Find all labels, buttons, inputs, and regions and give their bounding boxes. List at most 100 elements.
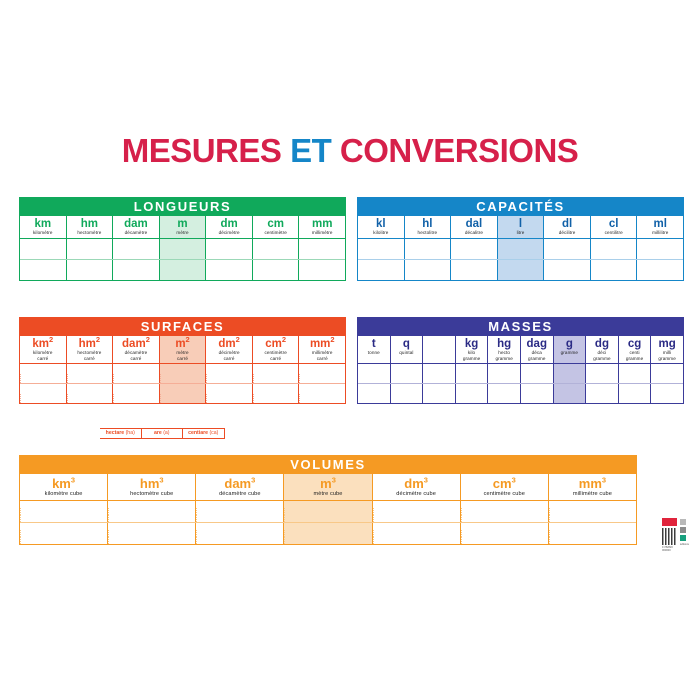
writing-cell[interactable]: [456, 364, 488, 383]
writing-cell[interactable]: [253, 239, 299, 259]
cell-group[interactable]: [158, 384, 206, 404]
writing-cell[interactable]: [373, 501, 460, 508]
writing-cell[interactable]: [252, 373, 299, 384]
writing-cell[interactable]: [196, 537, 283, 544]
cell-group[interactable]: [403, 259, 451, 280]
cell-group[interactable]: [20, 523, 107, 544]
writing-cell[interactable]: [358, 364, 390, 383]
writing-cell[interactable]: [113, 393, 159, 404]
writing-cell[interactable]: [108, 508, 195, 515]
cell-group[interactable]: [205, 364, 252, 384]
cell-group[interactable]: [589, 238, 637, 259]
cell-group[interactable]: [20, 239, 66, 259]
cell-group[interactable]: [389, 364, 423, 384]
cell-group[interactable]: [585, 384, 618, 404]
writing-cell[interactable]: [108, 515, 195, 522]
cell-group[interactable]: [487, 364, 520, 384]
writing-cell[interactable]: [299, 260, 345, 280]
writing-cell[interactable]: [206, 239, 252, 259]
writing-cell[interactable]: [299, 239, 345, 259]
cell-group[interactable]: [543, 238, 590, 259]
writing-cell[interactable]: [423, 364, 455, 383]
cell-group[interactable]: [283, 523, 372, 544]
cell-group[interactable]: [552, 384, 586, 404]
cell-group[interactable]: [371, 501, 460, 522]
writing-cell[interactable]: [196, 501, 283, 508]
writing-cell[interactable]: [521, 364, 553, 383]
writing-cell[interactable]: [461, 501, 548, 508]
cell-group[interactable]: [519, 364, 553, 384]
cell-group[interactable]: [20, 364, 66, 384]
cell-group[interactable]: [496, 259, 544, 280]
writing-cell[interactable]: [461, 523, 548, 530]
writing-cell[interactable]: [196, 523, 283, 530]
writing-cell[interactable]: [372, 530, 460, 537]
cell-group[interactable]: [543, 259, 590, 280]
cell-group[interactable]: [547, 523, 636, 544]
cell-group[interactable]: [205, 259, 252, 280]
writing-cell[interactable]: [113, 373, 159, 384]
writing-cell[interactable]: [284, 515, 371, 522]
writing-cell[interactable]: [405, 260, 451, 280]
cell-group[interactable]: [585, 364, 618, 384]
writing-cell[interactable]: [299, 364, 345, 374]
cell-group[interactable]: [650, 364, 683, 384]
writing-cell[interactable]: [253, 260, 299, 280]
cell-group[interactable]: [65, 259, 113, 280]
writing-cell[interactable]: [460, 537, 548, 544]
writing-cell[interactable]: [358, 239, 404, 259]
cell-group[interactable]: [552, 364, 586, 384]
writing-cell[interactable]: [160, 384, 206, 394]
writing-cell[interactable]: [549, 523, 636, 530]
cell-group[interactable]: [496, 238, 544, 259]
writing-cell[interactable]: [108, 501, 195, 508]
writing-cell[interactable]: [20, 373, 66, 384]
writing-cell[interactable]: [651, 364, 683, 383]
writing-cell[interactable]: [284, 537, 371, 544]
writing-cell[interactable]: [67, 260, 113, 280]
cell-group[interactable]: [112, 259, 159, 280]
cell-group[interactable]: [617, 384, 651, 404]
writing-cell[interactable]: [66, 373, 113, 384]
writing-cell[interactable]: [554, 384, 586, 403]
cell-group[interactable]: [450, 238, 497, 259]
cell-group[interactable]: [487, 384, 520, 404]
cell-group[interactable]: [371, 523, 460, 544]
cell-group[interactable]: [107, 523, 195, 544]
writing-cell[interactable]: [549, 501, 636, 508]
writing-cell[interactable]: [591, 260, 637, 280]
cell-group[interactable]: [158, 238, 206, 259]
writing-cell[interactable]: [637, 260, 683, 280]
writing-cell[interactable]: [108, 523, 195, 530]
writing-cell[interactable]: [284, 530, 371, 537]
cell-group[interactable]: [20, 384, 66, 404]
writing-cell[interactable]: [554, 364, 586, 383]
writing-cell[interactable]: [113, 384, 159, 394]
writing-cell[interactable]: [113, 364, 159, 374]
writing-cell[interactable]: [160, 239, 206, 259]
cell-group[interactable]: [251, 364, 299, 384]
cell-group[interactable]: [112, 364, 159, 384]
writing-cell[interactable]: [206, 373, 252, 384]
writing-cell[interactable]: [206, 260, 252, 280]
cell-group[interactable]: [459, 501, 548, 522]
cell-group[interactable]: [403, 238, 451, 259]
cell-group[interactable]: [459, 523, 548, 544]
cell-group[interactable]: [195, 501, 283, 522]
writing-cell[interactable]: [488, 364, 520, 383]
writing-cell[interactable]: [113, 239, 159, 259]
writing-cell[interactable]: [20, 384, 66, 394]
cell-group[interactable]: [547, 501, 636, 522]
writing-cell[interactable]: [67, 384, 113, 394]
writing-cell[interactable]: [498, 260, 544, 280]
writing-cell[interactable]: [67, 239, 113, 259]
writing-cell[interactable]: [206, 384, 252, 394]
writing-cell[interactable]: [460, 508, 548, 515]
cell-group[interactable]: [617, 364, 651, 384]
writing-cell[interactable]: [548, 530, 636, 537]
writing-cell[interactable]: [391, 384, 423, 403]
cell-group[interactable]: [636, 238, 683, 259]
cell-group[interactable]: [195, 523, 283, 544]
writing-cell[interactable]: [160, 260, 206, 280]
writing-cell[interactable]: [284, 508, 371, 515]
